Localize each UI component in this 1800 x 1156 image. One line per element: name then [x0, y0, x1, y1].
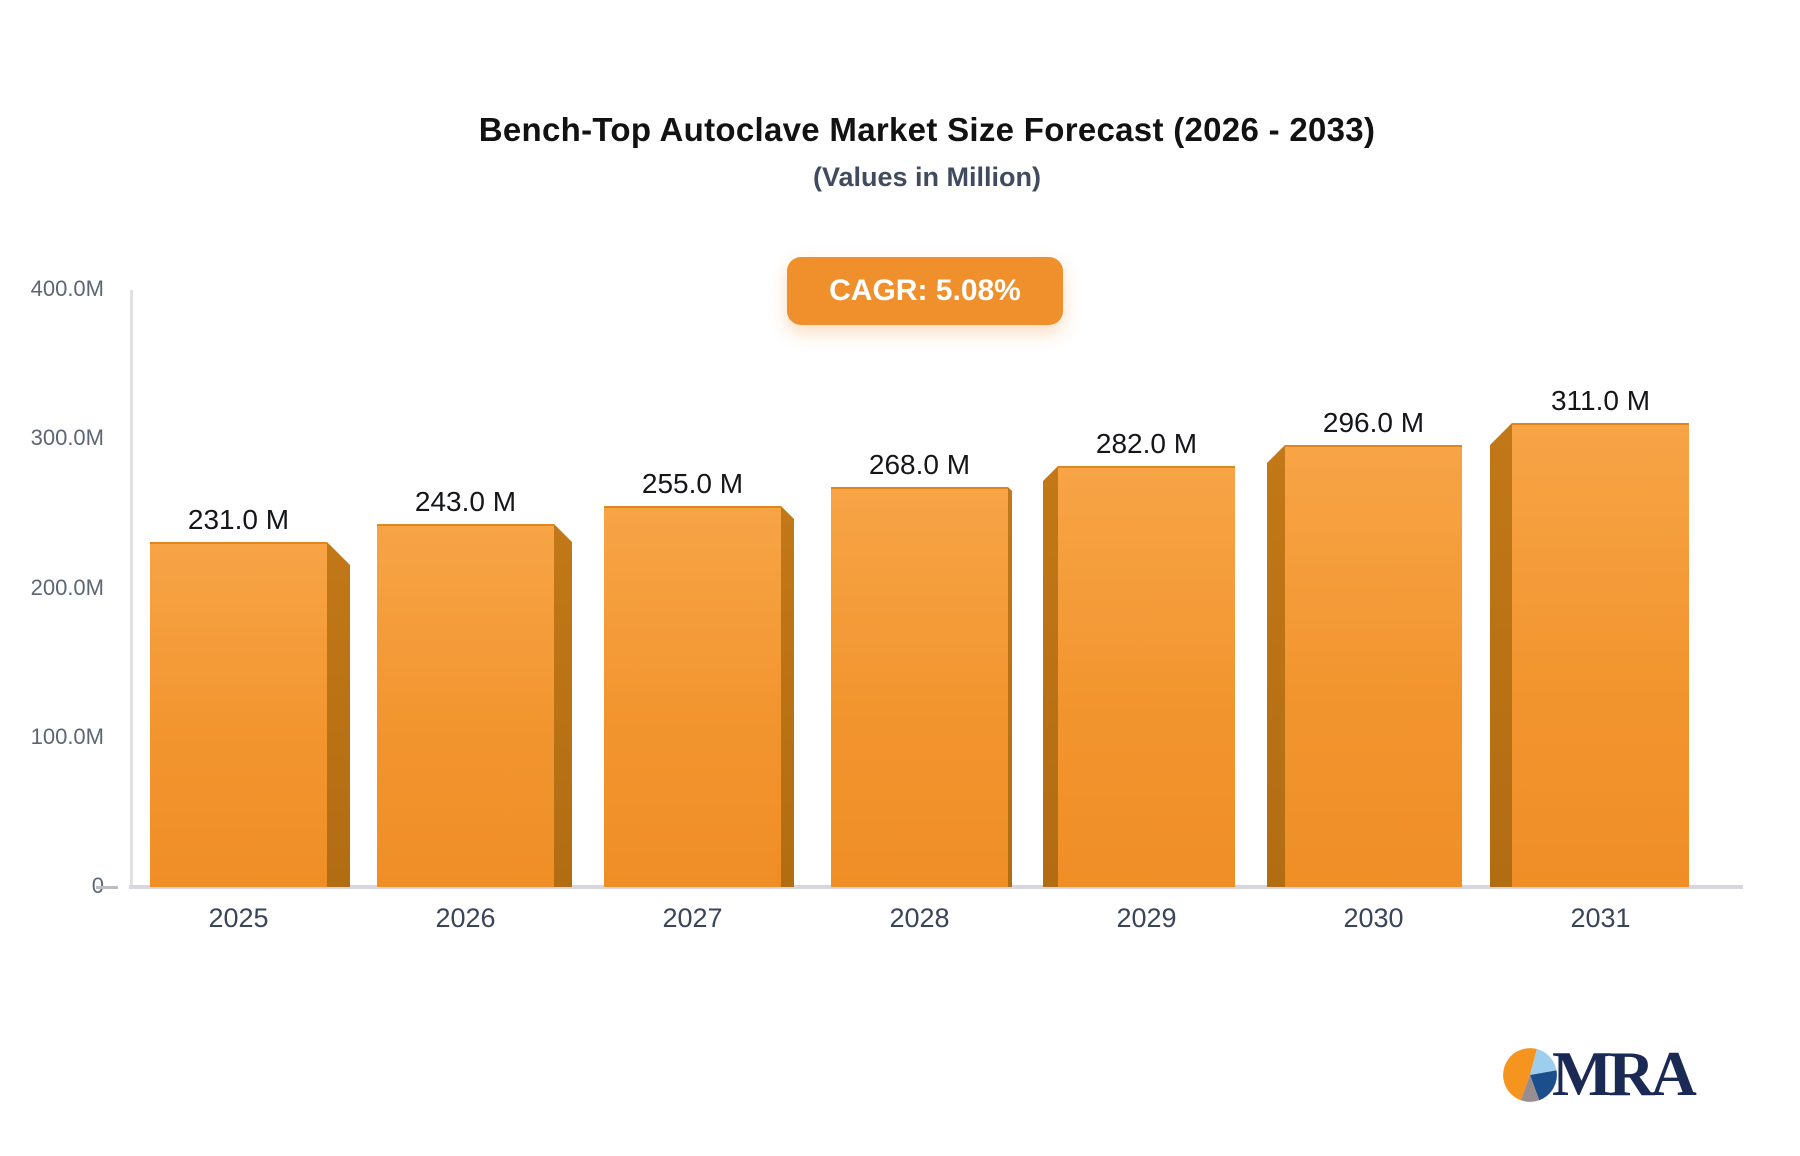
bar-2031 [1512, 423, 1689, 887]
bar-side-2025 [327, 542, 350, 887]
bar-2025 [150, 542, 327, 887]
x-axis-label-2027: 2027 [662, 903, 723, 933]
bar-2029 [1058, 466, 1235, 887]
x-axis-label-2025: 2025 [208, 903, 269, 933]
cagr-badge-label: CAGR: 5.08% [829, 274, 1021, 307]
bar-value-label-2025: 231.0 M [187, 504, 290, 535]
bar-side-2027 [781, 506, 794, 887]
bar-side-2026 [554, 524, 572, 887]
bar-side-2031 [1490, 423, 1512, 887]
bar-2026 [377, 524, 554, 887]
x-axis-label-2029: 2029 [1116, 903, 1177, 933]
x-axis-line [129, 885, 1743, 889]
bar-side-2030 [1267, 445, 1285, 887]
logo-pie-slice-orange [1503, 1048, 1537, 1101]
bar-value-label-2029: 282.0 M [1095, 428, 1198, 459]
bar-2028 [831, 487, 1008, 887]
y-axis-line [130, 290, 133, 889]
y-tick-label-300.0M: 300.0M [30, 425, 104, 451]
bar-2027 [604, 506, 781, 887]
bar-value-label-2028: 268.0 M [868, 449, 971, 480]
chart-title: Bench-Top Autoclave Market Size Forecast… [478, 111, 1376, 148]
chart-subtitle: (Values in Million) [812, 162, 1042, 192]
bar-value-label-2030: 296.0 M [1322, 407, 1425, 438]
cagr-badge: CAGR: 5.08% [787, 257, 1063, 325]
bar-value-label-2031: 311.0 M [1550, 385, 1651, 416]
y-tick-label-0: 0 [0, 873, 104, 899]
logo-pie-slice-light-blue [1530, 1049, 1557, 1075]
bar-side-2028 [1008, 487, 1012, 887]
x-axis-label-2030: 2030 [1343, 903, 1404, 933]
y-tick-label-400.0M: 400.0M [30, 276, 104, 301]
y-tick-dash [96, 886, 118, 889]
x-axis-label-2028: 2028 [889, 903, 950, 933]
bar-side-2029 [1043, 466, 1058, 887]
pie-logo-icon [1503, 1048, 1557, 1102]
bar-value-label-2027: 255.0 M [641, 468, 744, 499]
x-axis-label-2026: 2026 [435, 903, 496, 933]
brand-logo-text: MRA [1552, 1038, 1697, 1109]
bar-2030 [1285, 445, 1462, 887]
brand-logo: MRA [1502, 1042, 1702, 1106]
y-tick-label-100.0M: 100.0M [30, 723, 104, 749]
y-tick-label-200.0M: 200.0M [30, 574, 104, 600]
x-axis-label-2031: 2031 [1570, 903, 1631, 933]
logo-pie-slice-navy [1530, 1070, 1557, 1101]
logo-pie-slice-gray [1520, 1075, 1540, 1102]
bar-value-label-2026: 243.0 M [414, 486, 517, 517]
